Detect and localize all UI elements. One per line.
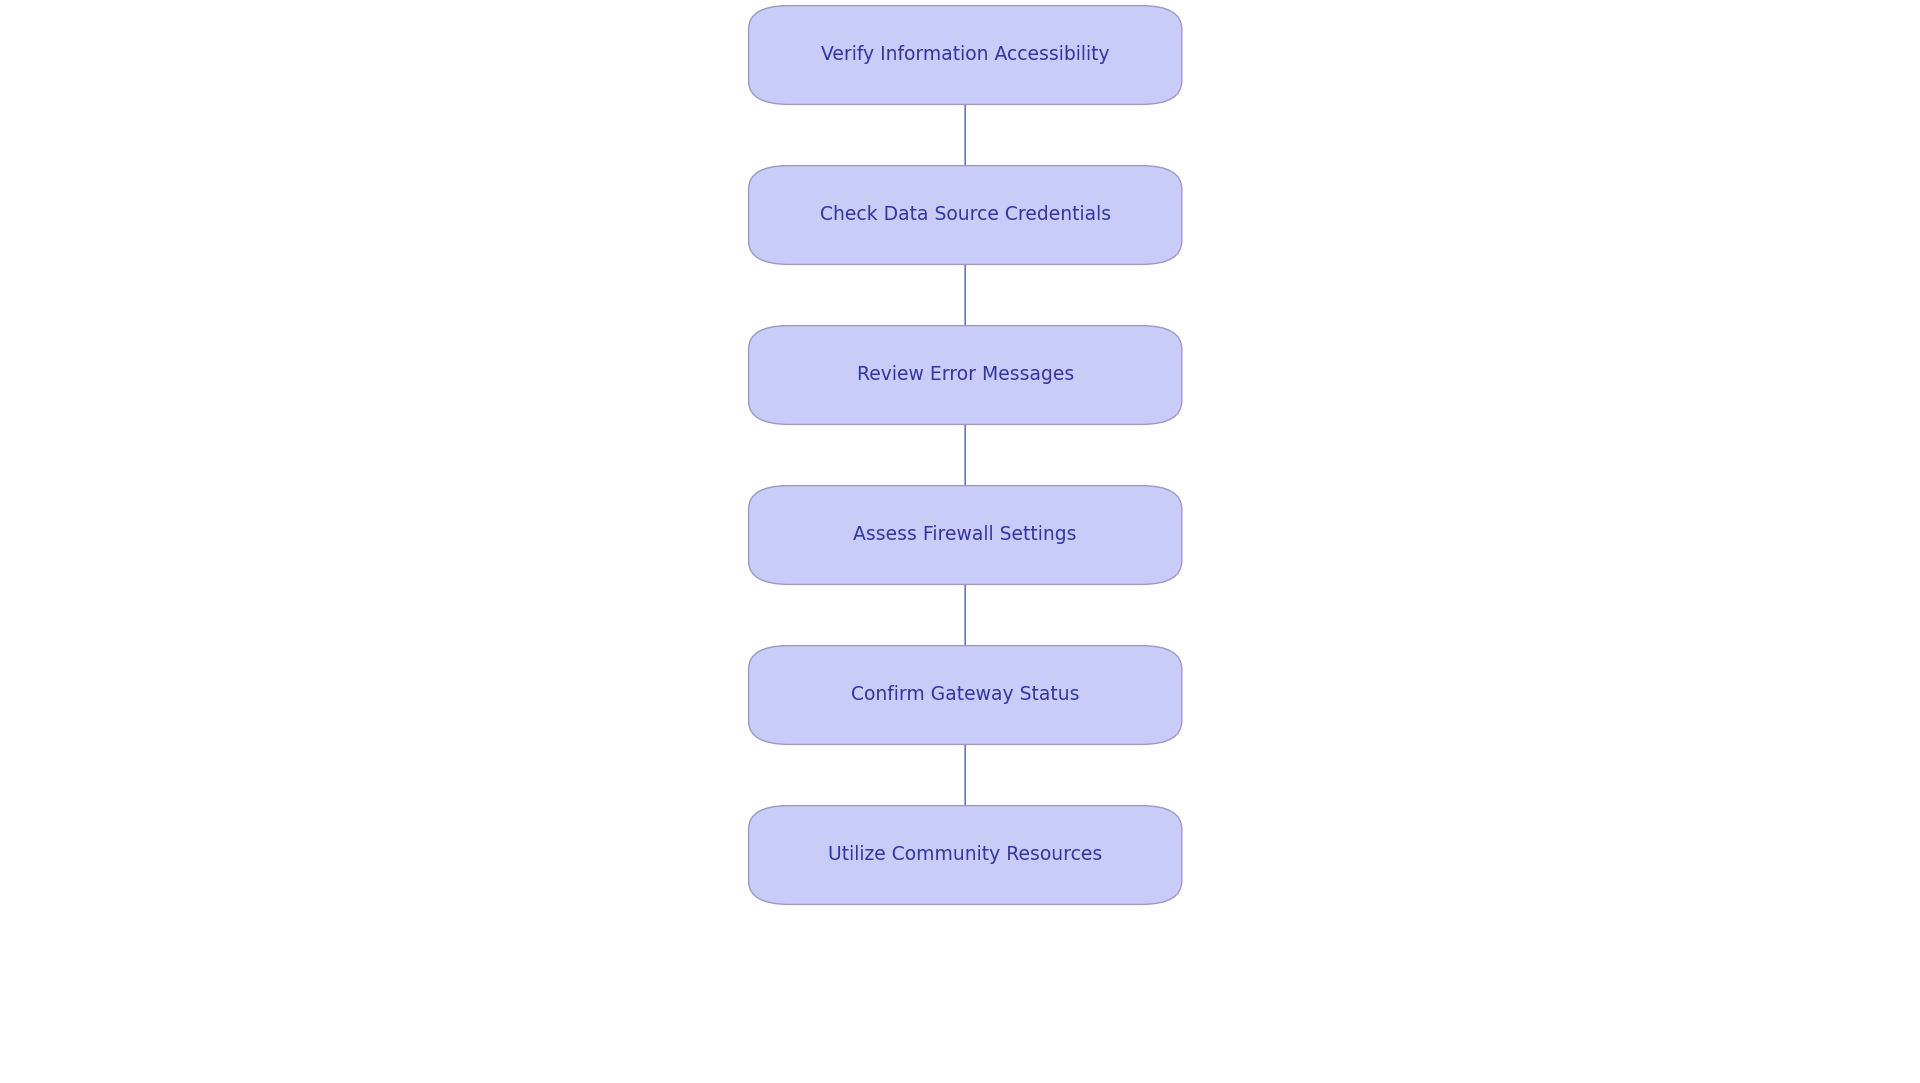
FancyBboxPatch shape — [749, 326, 1183, 425]
FancyBboxPatch shape — [749, 485, 1183, 585]
FancyBboxPatch shape — [749, 166, 1183, 264]
Text: Confirm Gateway Status: Confirm Gateway Status — [851, 686, 1079, 705]
FancyBboxPatch shape — [749, 806, 1183, 904]
Text: Review Error Messages: Review Error Messages — [856, 365, 1073, 384]
Text: Assess Firewall Settings: Assess Firewall Settings — [854, 525, 1077, 545]
Text: Verify Information Accessibility: Verify Information Accessibility — [822, 45, 1110, 65]
Text: Check Data Source Credentials: Check Data Source Credentials — [820, 206, 1112, 224]
Text: Utilize Community Resources: Utilize Community Resources — [828, 846, 1102, 864]
FancyBboxPatch shape — [749, 5, 1183, 104]
FancyBboxPatch shape — [749, 645, 1183, 744]
